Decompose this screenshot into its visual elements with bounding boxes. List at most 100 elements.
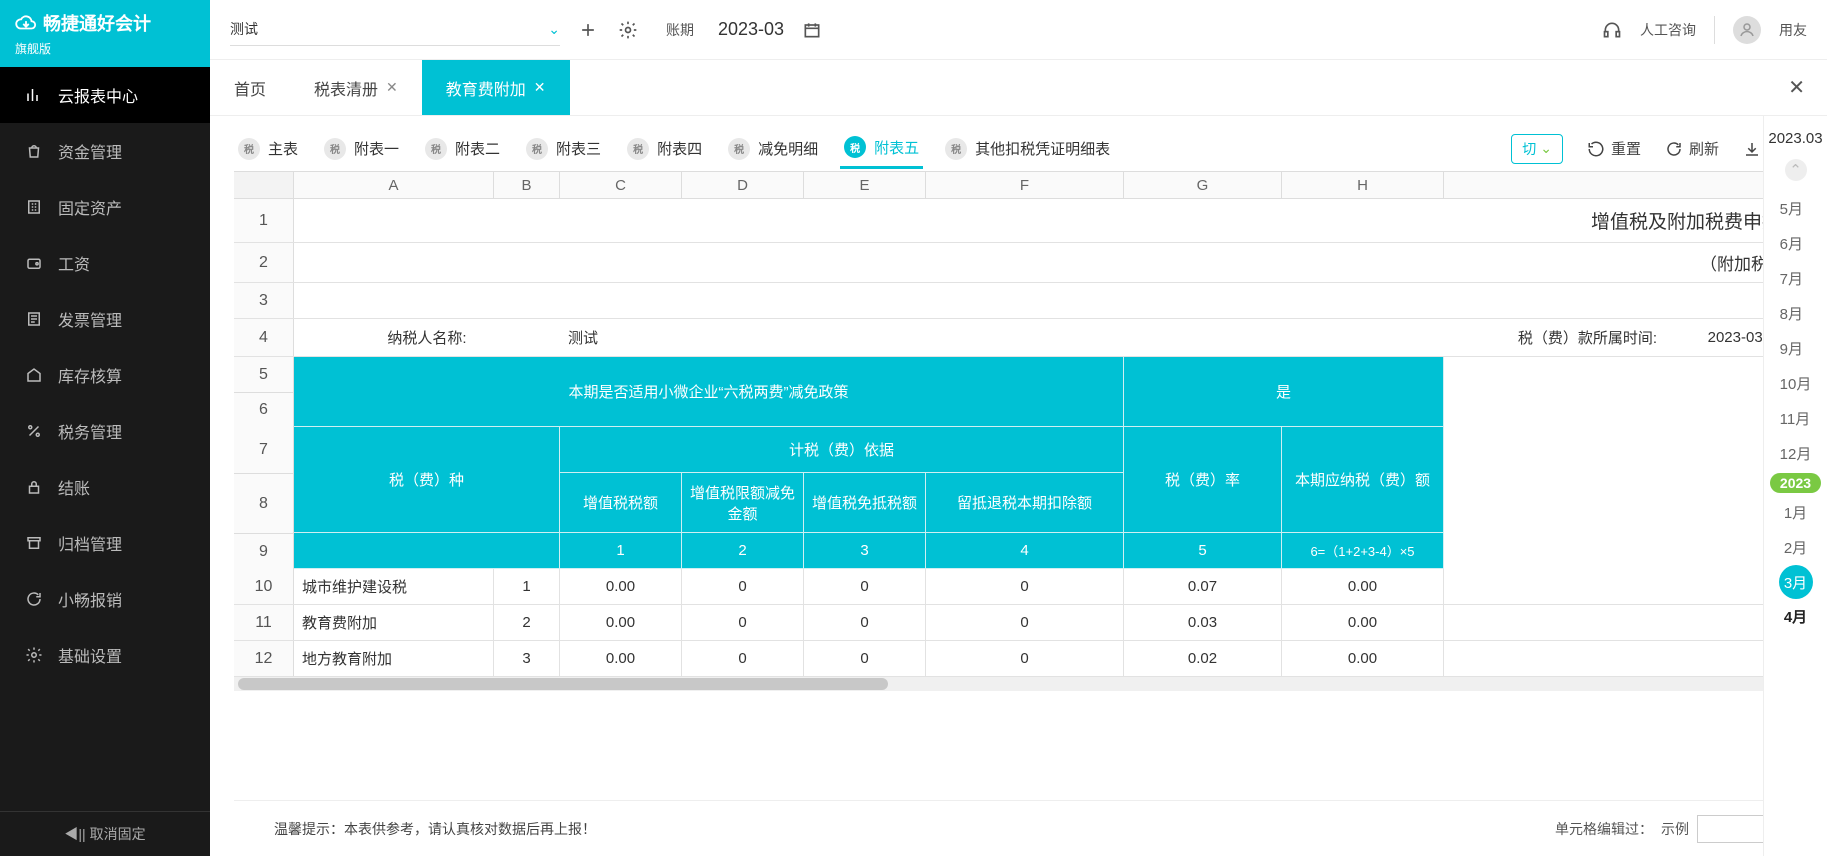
cell-value[interactable]: 0.00	[560, 641, 682, 676]
month-item[interactable]: 1月	[1784, 495, 1807, 530]
month-item[interactable]: 8月	[1780, 296, 1812, 331]
switch-button[interactable]: 切⌄	[1511, 134, 1563, 164]
row-number[interactable]: 10	[234, 569, 294, 604]
sheet-tab-a3[interactable]: 税附表三	[522, 130, 605, 168]
row-number[interactable]: 6	[234, 392, 294, 427]
cell-tax-name[interactable]: 地方教育附加	[294, 641, 494, 676]
scrollbar-thumb[interactable]	[238, 678, 888, 690]
policy-answer[interactable]: 是	[1124, 357, 1444, 427]
tab-tax-list[interactable]: 税表清册✕	[290, 60, 422, 115]
cell-rate[interactable]: 0.07	[1124, 569, 1282, 604]
sheet-tab-a5[interactable]: 税附表五	[840, 128, 923, 169]
month-item[interactable]: 7月	[1780, 261, 1812, 296]
cell-value[interactable]: 0	[926, 569, 1124, 604]
cell-rate[interactable]: 0.02	[1124, 641, 1282, 676]
col-header[interactable]: F	[926, 172, 1124, 198]
cell-value[interactable]: 0	[682, 569, 804, 604]
user-name[interactable]: 用友	[1779, 20, 1807, 40]
sidebar-item-tax[interactable]: 税务管理	[0, 403, 210, 459]
sheet-tab-other[interactable]: 税其他扣税凭证明细表	[941, 130, 1114, 168]
year-pill[interactable]: 2023	[1770, 473, 1821, 493]
cell-idx[interactable]: 2	[494, 605, 560, 640]
col-header[interactable]: B	[494, 172, 560, 198]
col-header[interactable]: H	[1282, 172, 1444, 198]
sidebar-item-report-center[interactable]: 云报表中心	[0, 67, 210, 123]
calendar-button[interactable]	[800, 18, 824, 42]
cell-rate[interactable]: 0.03	[1124, 605, 1282, 640]
sidebar-item-salary[interactable]: 工资	[0, 235, 210, 291]
cell-value[interactable]: 0.00	[560, 605, 682, 640]
row-number[interactable]: 1	[234, 199, 294, 242]
close-icon[interactable]: ✕	[534, 79, 546, 96]
sidebar-item-expense[interactable]: 小畅报销	[0, 571, 210, 627]
reset-button[interactable]: 重置	[1587, 138, 1641, 159]
row-number[interactable]: 12	[234, 641, 294, 676]
cell-value[interactable]: 0	[804, 641, 926, 676]
col-header[interactable]: G	[1124, 172, 1282, 198]
sidebar-item-funds[interactable]: 资金管理	[0, 123, 210, 179]
sidebar-item-settings[interactable]: 基础设置	[0, 627, 210, 683]
cell-payable[interactable]: 0.00	[1282, 641, 1444, 676]
unpin-button[interactable]: ◀|| 取消固定	[0, 811, 210, 856]
month-item[interactable]: 2月	[1784, 530, 1807, 565]
cell-value[interactable]: 0	[804, 569, 926, 604]
sidebar-item-label: 结账	[58, 475, 90, 499]
month-current[interactable]: 3月	[1779, 565, 1813, 599]
cell-value[interactable]: 0	[682, 641, 804, 676]
sidebar-item-archive[interactable]: 归档管理	[0, 515, 210, 571]
col-header[interactable]: E	[804, 172, 926, 198]
tab-edu-surcharge[interactable]: 教育费附加✕	[422, 60, 570, 115]
settings-button[interactable]	[616, 18, 640, 42]
cell-value[interactable]: 0.00	[560, 569, 682, 604]
sheet-tab-main[interactable]: 税主表	[234, 130, 302, 168]
month-item[interactable]: 10月	[1780, 366, 1812, 401]
tenant-selector[interactable]: 测试 ⌄	[230, 13, 560, 46]
month-item[interactable]: 11月	[1780, 401, 1812, 436]
month-item[interactable]: 6月	[1780, 226, 1812, 261]
sidebar-item-closing[interactable]: 结账	[0, 459, 210, 515]
col-header[interactable]: D	[682, 172, 804, 198]
cell-payable[interactable]: 0.00	[1282, 569, 1444, 604]
row-number[interactable]: 2	[234, 243, 294, 282]
cell-idx[interactable]: 3	[494, 641, 560, 676]
col-header[interactable]: C	[560, 172, 682, 198]
cell-value[interactable]: 0	[804, 605, 926, 640]
sheet-tab-exempt[interactable]: 税减免明细	[724, 130, 822, 168]
sidebar-item-invoice[interactable]: 发票管理	[0, 291, 210, 347]
cell-tax-name[interactable]: 教育费附加	[294, 605, 494, 640]
month-item[interactable]: 5月	[1780, 191, 1812, 226]
cell-value[interactable]: 0	[926, 641, 1124, 676]
consult-link[interactable]: 人工咨询	[1640, 20, 1696, 40]
horizontal-scrollbar[interactable]	[234, 677, 1827, 691]
row-number[interactable]: 8	[234, 473, 294, 533]
cell-idx[interactable]: 1	[494, 569, 560, 604]
month-item[interactable]: 4月	[1784, 599, 1807, 634]
sidebar-item-fixed-assets[interactable]: 固定资产	[0, 179, 210, 235]
avatar-icon[interactable]	[1733, 16, 1761, 44]
month-item[interactable]: 9月	[1780, 331, 1812, 366]
sheet-tab-a1[interactable]: 税附表一	[320, 130, 403, 168]
col-header[interactable]: A	[294, 172, 494, 198]
row-number[interactable]: 9	[234, 533, 294, 569]
row-number[interactable]: 11	[234, 605, 294, 640]
sheet-tab-a4[interactable]: 税附表四	[623, 130, 706, 168]
add-button[interactable]	[576, 18, 600, 42]
cell-payable[interactable]: 0.00	[1282, 605, 1444, 640]
close-all-tabs[interactable]: ✕	[1766, 60, 1827, 115]
cell-value[interactable]: 0	[926, 605, 1124, 640]
cell-value[interactable]: 0	[682, 605, 804, 640]
sidebar-item-inventory[interactable]: 库存核算	[0, 347, 210, 403]
close-icon[interactable]: ✕	[386, 79, 398, 96]
taxpayer-name[interactable]: 测试	[560, 319, 880, 356]
scroll-up-button[interactable]: ⌃	[1785, 159, 1807, 181]
row-number[interactable]: 7	[234, 427, 294, 473]
row-number[interactable]: 3	[234, 283, 294, 318]
cell-tax-name[interactable]: 城市维护建设税	[294, 569, 494, 604]
select-all-corner[interactable]	[234, 172, 294, 198]
row-number[interactable]: 4	[234, 319, 294, 356]
refresh-button[interactable]: 刷新	[1665, 138, 1719, 159]
month-item[interactable]: 12月	[1780, 436, 1812, 471]
row-number[interactable]: 5	[234, 357, 294, 392]
sheet-tab-a2[interactable]: 税附表二	[421, 130, 504, 168]
tab-home[interactable]: 首页	[210, 60, 290, 115]
